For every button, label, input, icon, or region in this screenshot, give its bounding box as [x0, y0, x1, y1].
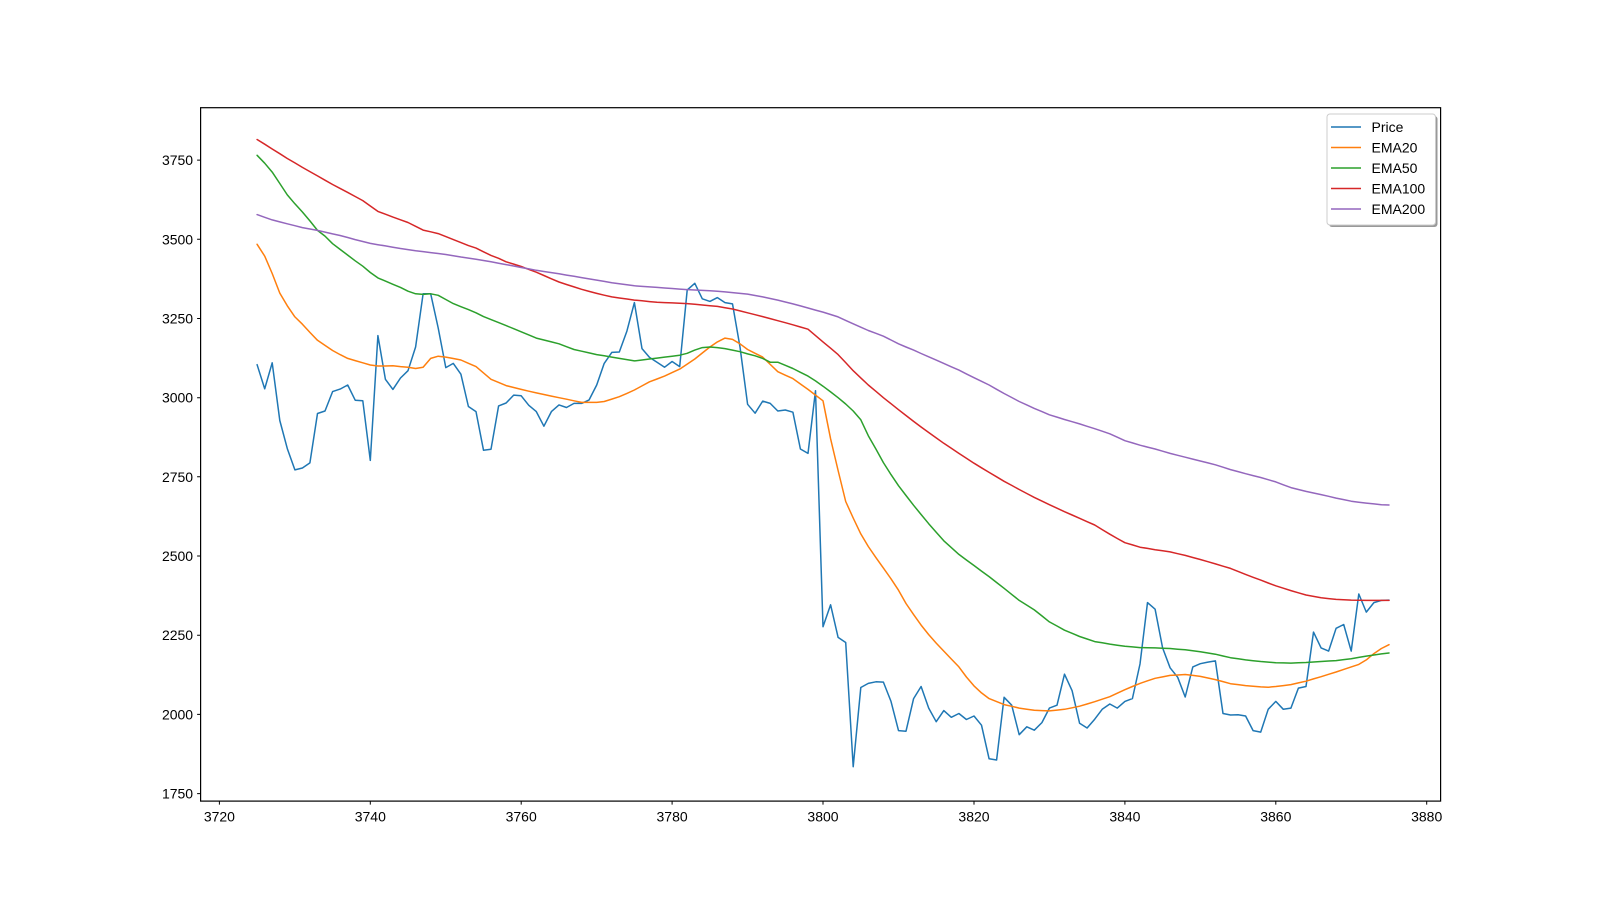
svg-text:3720: 3720 — [204, 809, 235, 825]
svg-text:EMA50: EMA50 — [1372, 160, 1418, 176]
svg-text:3500: 3500 — [162, 231, 193, 247]
svg-text:EMA20: EMA20 — [1372, 140, 1418, 156]
svg-text:3740: 3740 — [355, 809, 386, 825]
svg-text:3780: 3780 — [657, 809, 688, 825]
svg-text:3750: 3750 — [162, 152, 193, 168]
svg-text:3250: 3250 — [162, 311, 193, 327]
svg-text:2500: 2500 — [162, 548, 193, 564]
svg-text:2250: 2250 — [162, 627, 193, 643]
svg-text:3820: 3820 — [958, 809, 989, 825]
svg-text:EMA100: EMA100 — [1372, 181, 1426, 197]
svg-text:3000: 3000 — [162, 390, 193, 406]
svg-text:3760: 3760 — [506, 809, 537, 825]
svg-text:2000: 2000 — [162, 706, 193, 722]
svg-text:2750: 2750 — [162, 469, 193, 485]
svg-text:Price: Price — [1372, 119, 1404, 135]
svg-text:EMA200: EMA200 — [1372, 201, 1426, 217]
svg-text:1750: 1750 — [162, 786, 193, 802]
svg-text:3860: 3860 — [1260, 809, 1291, 825]
svg-text:3800: 3800 — [807, 809, 838, 825]
svg-text:3880: 3880 — [1411, 809, 1442, 825]
svg-text:3840: 3840 — [1109, 809, 1140, 825]
